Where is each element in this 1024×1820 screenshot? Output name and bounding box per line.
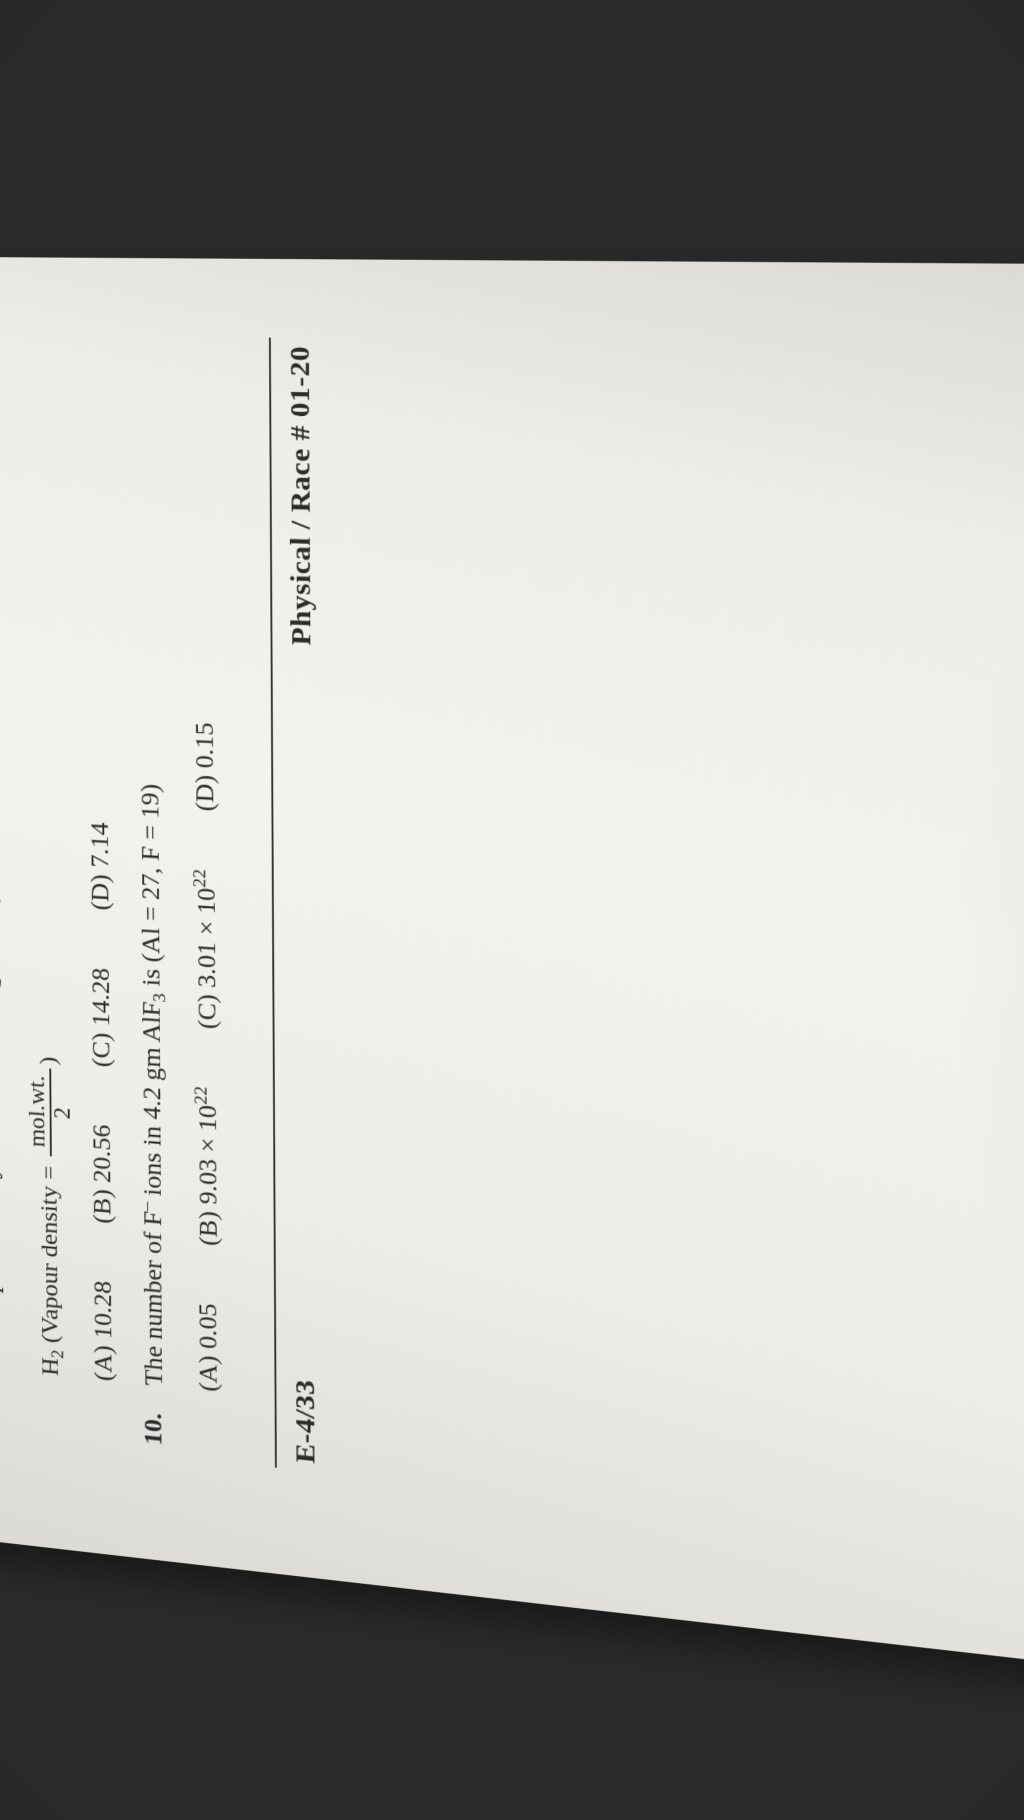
q10-options: (A) 0.05 (B) 9.03 × 1022 (C) 3.01 × 1022… bbox=[183, 336, 229, 1393]
q10-opt-c: (C) 3.01 × 1022 bbox=[187, 868, 228, 1030]
question-9: 9. Find vapour density of mixture having… bbox=[0, 334, 13, 1440]
q10-opt-d: (D) 0.15 bbox=[186, 722, 227, 813]
q10-sup1: – bbox=[137, 1201, 156, 1212]
q9-hint-a: H bbox=[37, 1357, 63, 1377]
q9-opt-a: (A) 10.28 bbox=[89, 1280, 118, 1383]
question-10: 10. The number of F– ions in 4.2 gm AlF3… bbox=[128, 336, 230, 1463]
q10-text-b: ions in 4.2 gm AlF bbox=[138, 1001, 167, 1204]
q9-opt-b: (B) 20.56 bbox=[88, 1123, 117, 1224]
q10-sub1: 3 bbox=[151, 993, 170, 1003]
q9-opt-d: (D) 7.14 bbox=[86, 822, 115, 912]
footer-rule bbox=[269, 338, 277, 1468]
q10-text-a: The number of F bbox=[139, 1210, 168, 1387]
footer-left: E-4/33 bbox=[289, 1378, 322, 1465]
page-wrap: 7. A person adds 1.71 gram of sugar (C12… bbox=[0, 0, 1024, 1820]
q9-hint: H2 (Vapour density = mol.wt.2) bbox=[21, 334, 77, 1378]
paper-sheet: 7. A person adds 1.71 gram of sugar (C12… bbox=[0, 255, 1024, 1720]
q9-body: Find vapour density of mixture having 64… bbox=[0, 334, 12, 1372]
q9-fraction: mol.wt.2 bbox=[26, 1067, 75, 1158]
page-footer: E-4/33 Physical / Race # 01-20 bbox=[280, 338, 322, 1473]
footer-right: Physical / Race # 01-20 bbox=[284, 346, 318, 646]
q10-opt-b: (B) 9.03 × 1022 bbox=[188, 1085, 229, 1247]
q9-hint-b: (Vapour density = bbox=[36, 1158, 64, 1350]
q9-sub2: 2 bbox=[0, 541, 2, 551]
q9-sub1: 4 bbox=[0, 753, 4, 763]
q10-body: The number of F– ions in 4.2 gm AlF3 is … bbox=[128, 336, 230, 1394]
q9-options: (A) 10.28 (B) 20.56 (C) 14.28 (D) 7.14 bbox=[83, 335, 118, 1382]
q10-number: 10. bbox=[135, 1411, 230, 1463]
q9-text-a: Find vapour density of mixture having 64… bbox=[0, 761, 4, 1371]
q9-hint-c: ) bbox=[35, 1055, 61, 1065]
q9-opt-c: (C) 14.28 bbox=[87, 967, 116, 1068]
q9-number: 9. bbox=[0, 1394, 13, 1440]
q10-text-c: is (Al = 27, F = 19) bbox=[136, 783, 165, 993]
q9-hint-s: 2 bbox=[49, 1349, 67, 1359]
q10-opt-a: (A) 0.05 bbox=[189, 1302, 229, 1394]
